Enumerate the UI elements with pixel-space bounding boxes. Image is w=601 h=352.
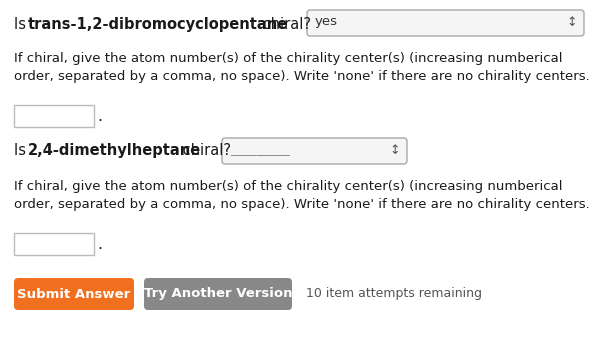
Text: If chiral, give the atom number(s) of the chirality center(s) (increasing number: If chiral, give the atom number(s) of th… xyxy=(14,52,590,83)
Text: Submit Answer: Submit Answer xyxy=(17,288,130,301)
Text: 2,4-dimethylheptane: 2,4-dimethylheptane xyxy=(28,143,201,158)
Text: yes: yes xyxy=(315,15,338,28)
Text: trans-1,2-dibromocyclopentane: trans-1,2-dibromocyclopentane xyxy=(28,17,288,32)
Bar xyxy=(14,105,94,127)
Text: 10 item attempts remaining: 10 item attempts remaining xyxy=(306,288,482,301)
Text: _________: _________ xyxy=(230,143,290,156)
Text: ↕: ↕ xyxy=(567,17,577,30)
Bar xyxy=(14,233,94,255)
Text: .: . xyxy=(97,237,102,252)
Text: chiral?: chiral? xyxy=(178,143,231,158)
Text: Try Another Version: Try Another Version xyxy=(144,288,292,301)
Text: Is: Is xyxy=(14,17,31,32)
FancyBboxPatch shape xyxy=(307,10,584,36)
Text: ↕: ↕ xyxy=(390,145,400,157)
FancyBboxPatch shape xyxy=(222,138,407,164)
Text: .: . xyxy=(97,109,102,124)
Text: Is: Is xyxy=(14,143,31,158)
Text: chiral?: chiral? xyxy=(258,17,311,32)
FancyBboxPatch shape xyxy=(14,278,134,310)
Text: If chiral, give the atom number(s) of the chirality center(s) (increasing number: If chiral, give the atom number(s) of th… xyxy=(14,180,590,211)
FancyBboxPatch shape xyxy=(144,278,292,310)
